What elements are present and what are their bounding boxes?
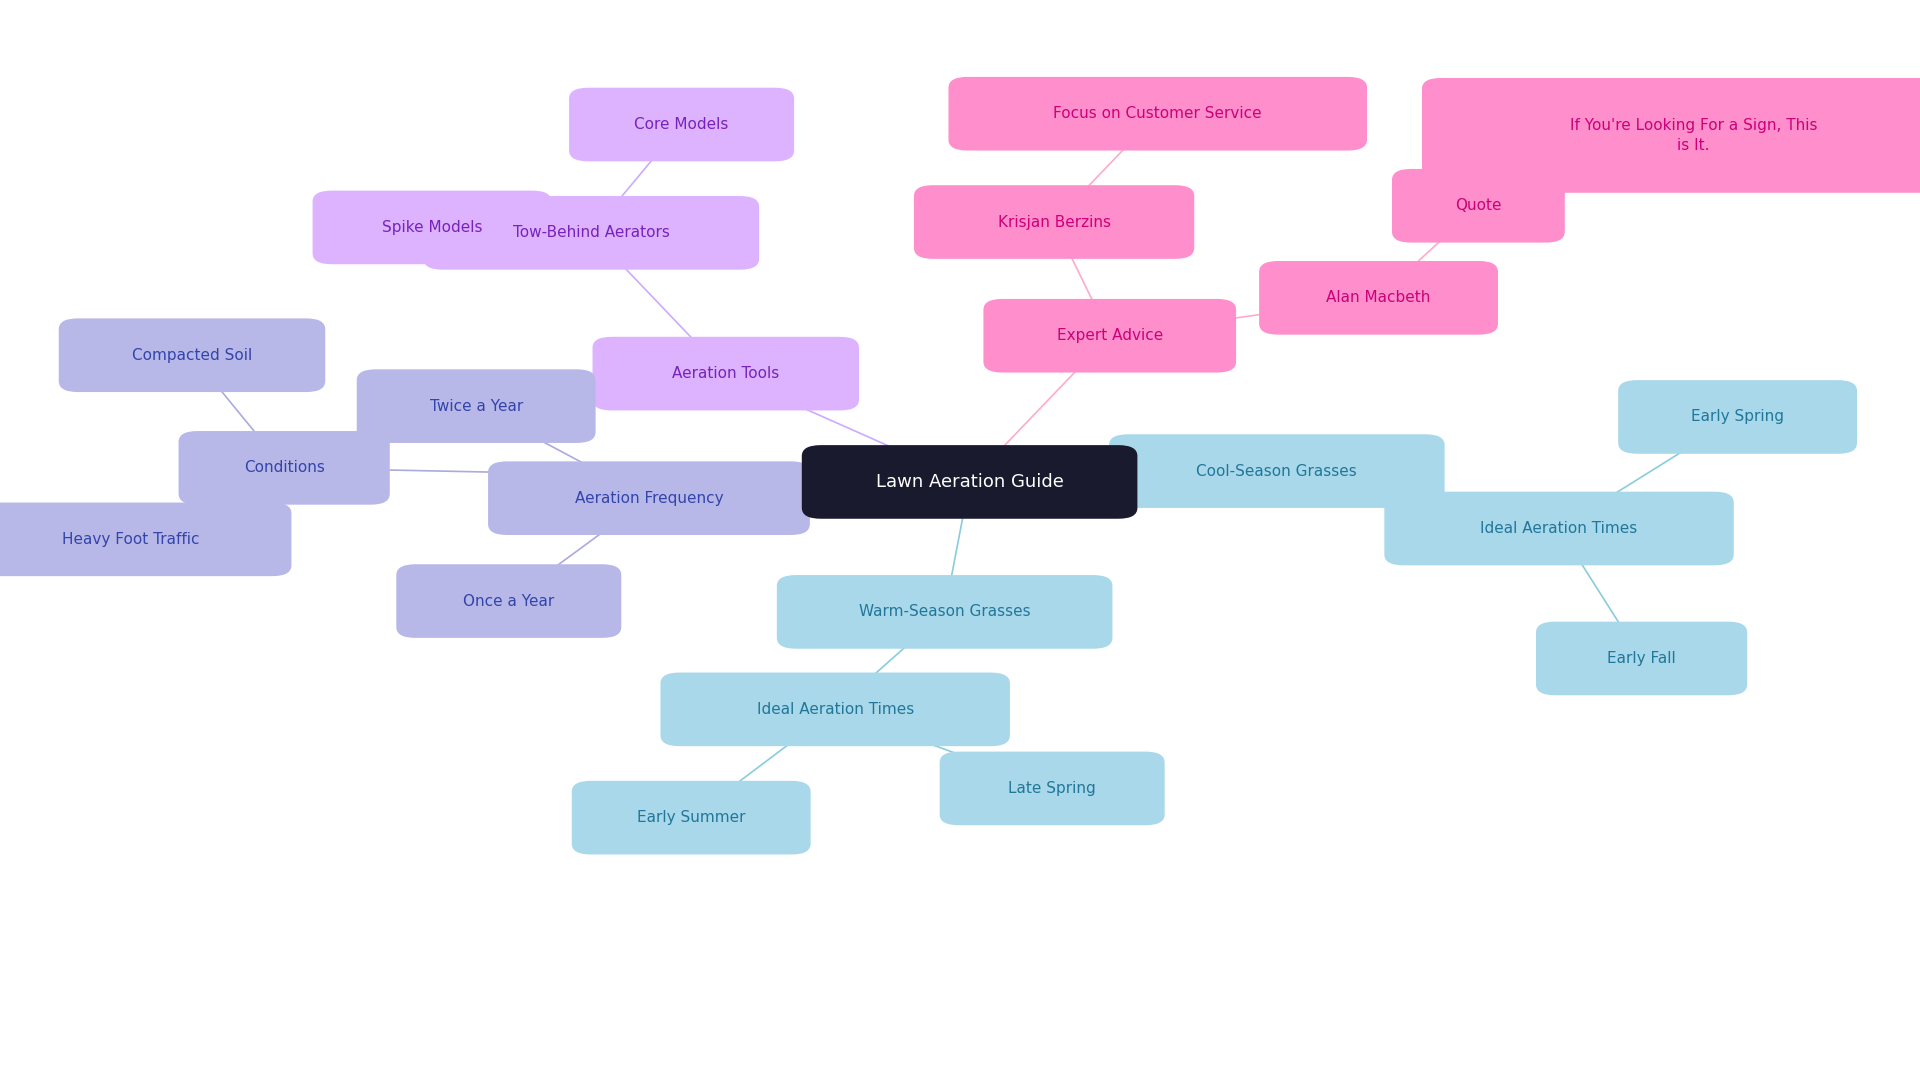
FancyBboxPatch shape: [1110, 434, 1444, 508]
Text: Conditions: Conditions: [244, 460, 324, 475]
FancyBboxPatch shape: [1536, 622, 1747, 695]
Text: Early Spring: Early Spring: [1692, 409, 1784, 425]
FancyBboxPatch shape: [0, 503, 292, 576]
FancyBboxPatch shape: [572, 781, 810, 854]
Text: Compacted Soil: Compacted Soil: [132, 348, 252, 363]
FancyBboxPatch shape: [939, 752, 1165, 825]
Text: Twice a Year: Twice a Year: [430, 399, 522, 414]
FancyBboxPatch shape: [60, 318, 324, 392]
FancyBboxPatch shape: [1384, 492, 1734, 565]
FancyBboxPatch shape: [396, 564, 622, 638]
Text: Alan Macbeth: Alan Macbeth: [1327, 290, 1430, 305]
Text: Expert Advice: Expert Advice: [1056, 328, 1164, 343]
Text: Late Spring: Late Spring: [1008, 781, 1096, 796]
Text: Lawn Aeration Guide: Lawn Aeration Guide: [876, 473, 1064, 491]
FancyBboxPatch shape: [313, 191, 551, 264]
FancyBboxPatch shape: [568, 88, 795, 161]
Text: Aeration Tools: Aeration Tools: [672, 366, 780, 381]
Text: Ideal Aeration Times: Ideal Aeration Times: [1480, 521, 1638, 536]
Text: Early Summer: Early Summer: [637, 810, 745, 825]
FancyBboxPatch shape: [948, 77, 1367, 151]
Text: Krisjan Berzins: Krisjan Berzins: [998, 214, 1110, 230]
FancyBboxPatch shape: [983, 299, 1236, 373]
Text: Aeration Frequency: Aeration Frequency: [574, 491, 724, 506]
FancyBboxPatch shape: [1392, 169, 1565, 243]
FancyBboxPatch shape: [424, 196, 758, 270]
Text: Tow-Behind Aerators: Tow-Behind Aerators: [513, 225, 670, 240]
FancyBboxPatch shape: [488, 461, 810, 535]
Text: Cool-Season Grasses: Cool-Season Grasses: [1196, 464, 1357, 479]
FancyBboxPatch shape: [357, 369, 595, 443]
FancyBboxPatch shape: [1619, 380, 1857, 454]
Text: If You're Looking For a Sign, This
is It.: If You're Looking For a Sign, This is It…: [1571, 118, 1816, 153]
Text: Ideal Aeration Times: Ideal Aeration Times: [756, 702, 914, 717]
FancyBboxPatch shape: [803, 445, 1137, 519]
Text: Focus on Customer Service: Focus on Customer Service: [1054, 106, 1261, 121]
FancyBboxPatch shape: [660, 673, 1010, 746]
FancyBboxPatch shape: [179, 431, 390, 505]
FancyBboxPatch shape: [1260, 261, 1498, 335]
Text: Once a Year: Once a Year: [463, 593, 555, 609]
Text: Warm-Season Grasses: Warm-Season Grasses: [858, 604, 1031, 619]
FancyBboxPatch shape: [914, 185, 1194, 259]
Text: Spike Models: Spike Models: [382, 220, 482, 235]
Text: Early Fall: Early Fall: [1607, 651, 1676, 666]
FancyBboxPatch shape: [593, 337, 858, 410]
Text: Heavy Foot Traffic: Heavy Foot Traffic: [61, 532, 200, 547]
Text: Quote: Quote: [1455, 198, 1501, 213]
Text: Core Models: Core Models: [634, 117, 730, 132]
FancyBboxPatch shape: [778, 575, 1112, 649]
FancyBboxPatch shape: [1423, 78, 1920, 193]
